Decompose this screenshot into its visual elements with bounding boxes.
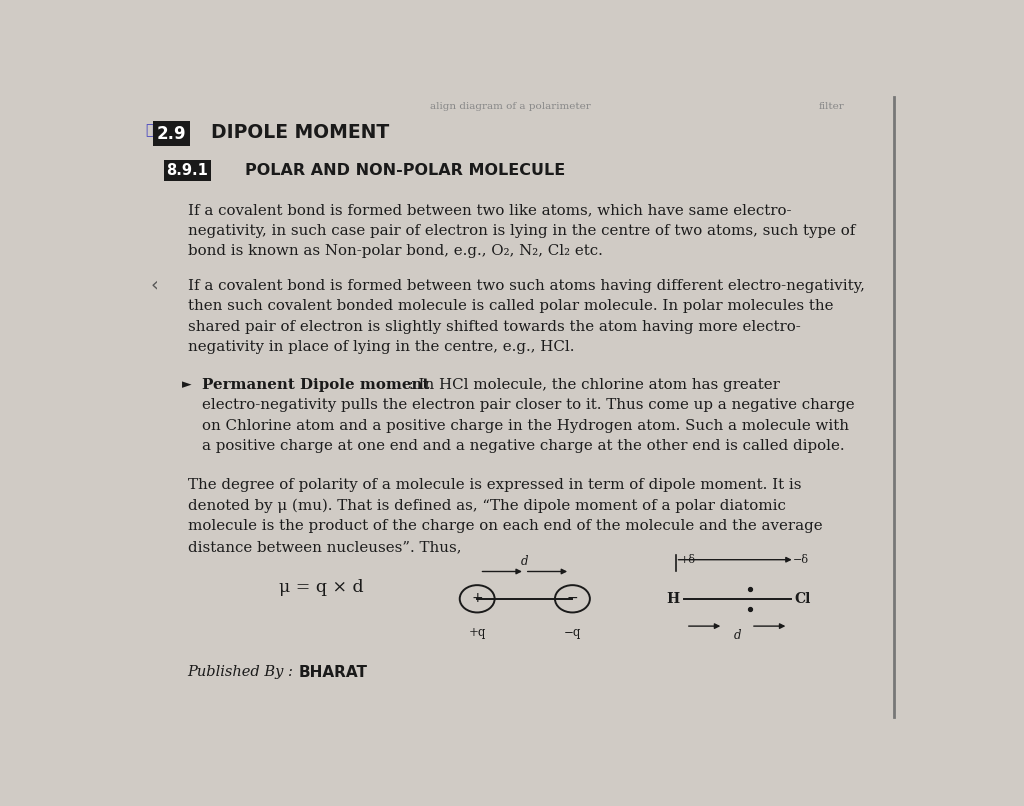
- Text: : In HCl molecule, the chlorine atom has greater: : In HCl molecule, the chlorine atom has…: [404, 378, 780, 392]
- Text: molecule is the product of the charge on each end of the molecule and the averag: molecule is the product of the charge on…: [187, 519, 822, 534]
- Text: d: d: [733, 629, 740, 642]
- Text: μ = q × d: μ = q × d: [279, 579, 364, 596]
- Text: The degree of polarity of a molecule is expressed in term of dipole moment. It i: The degree of polarity of a molecule is …: [187, 479, 801, 492]
- Text: filter: filter: [818, 102, 844, 110]
- Text: Permanent Dipole moment: Permanent Dipole moment: [202, 378, 429, 392]
- Text: BHARAT: BHARAT: [299, 665, 368, 679]
- Text: denoted by μ (mu). That is defined as, “The dipole moment of a polar diatomic: denoted by μ (mu). That is defined as, “…: [187, 499, 785, 513]
- Text: H: H: [667, 592, 680, 606]
- Text: align diagram of a polarimeter: align diagram of a polarimeter: [430, 102, 590, 110]
- Text: −q: −q: [564, 626, 581, 639]
- Text: negativity in place of lying in the centre, e.g., HCl.: negativity in place of lying in the cent…: [187, 340, 574, 354]
- Text: d: d: [521, 555, 528, 568]
- Text: −δ: −δ: [793, 555, 809, 565]
- Text: +q: +q: [469, 626, 485, 639]
- Text: 8.9.1: 8.9.1: [167, 163, 209, 178]
- Text: ⤵: ⤵: [145, 123, 154, 137]
- Text: +: +: [471, 591, 483, 605]
- Text: shared pair of electron is slightly shifted towards the atom having more electro: shared pair of electron is slightly shif…: [187, 319, 801, 334]
- Text: +δ: +δ: [680, 555, 695, 565]
- Text: Published By :: Published By :: [187, 665, 294, 679]
- Text: negativity, in such case pair of electron is lying in the centre of two atoms, s: negativity, in such case pair of electro…: [187, 224, 855, 238]
- Text: ‹: ‹: [151, 276, 158, 294]
- Text: 2.9: 2.9: [157, 125, 186, 143]
- Text: −: −: [566, 591, 579, 605]
- Text: ►: ►: [182, 378, 191, 391]
- Text: distance between nucleuses”. Thus,: distance between nucleuses”. Thus,: [187, 540, 461, 554]
- Text: a positive charge at one end and a negative charge at the other end is called di: a positive charge at one end and a negat…: [202, 439, 845, 453]
- Text: If a covalent bond is formed between two such atoms having different electro-neg: If a covalent bond is formed between two…: [187, 279, 864, 293]
- Text: on Chlorine atom and a positive charge in the Hydrogen atom. Such a molecule wit: on Chlorine atom and a positive charge i…: [202, 419, 849, 433]
- Text: If a covalent bond is formed between two like atoms, which have same electro-: If a covalent bond is formed between two…: [187, 203, 791, 218]
- Text: then such covalent bonded molecule is called polar molecule. In polar molecules : then such covalent bonded molecule is ca…: [187, 299, 833, 313]
- Text: bond is known as Non-polar bond, e.g., O₂, N₂, Cl₂ etc.: bond is known as Non-polar bond, e.g., O…: [187, 244, 602, 259]
- Text: electro-negativity pulls the electron pair closer to it. Thus come up a negative: electro-negativity pulls the electron pa…: [202, 398, 854, 413]
- Text: POLAR AND NON-POLAR MOLECULE: POLAR AND NON-POLAR MOLECULE: [246, 163, 565, 177]
- Text: DIPOLE MOMENT: DIPOLE MOMENT: [211, 123, 389, 143]
- Text: Cl: Cl: [795, 592, 811, 606]
